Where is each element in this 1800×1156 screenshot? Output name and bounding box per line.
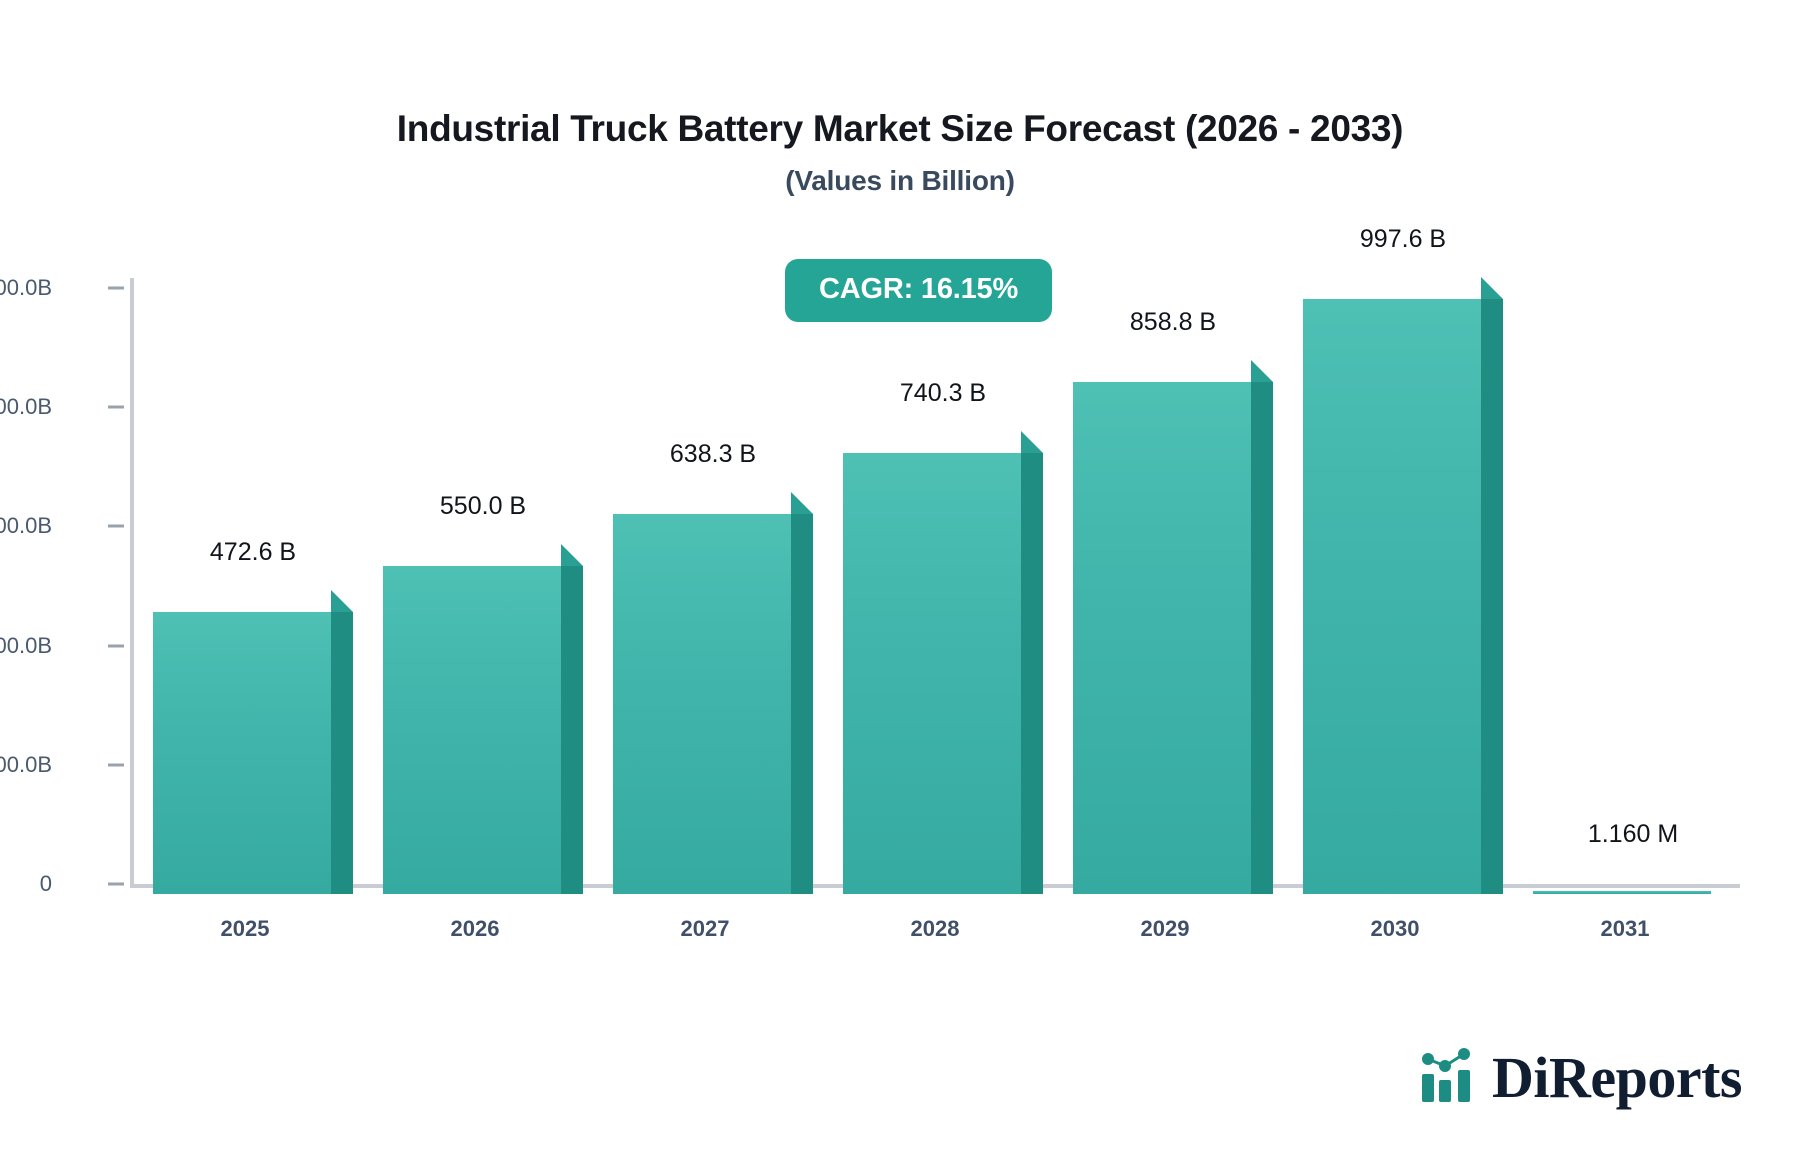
bar-side-face: [1021, 452, 1043, 894]
y-axis-tick-label: 800.0B: [0, 394, 52, 420]
logo-text: DiReports: [1491, 1044, 1743, 1110]
bar-front-face: [613, 513, 791, 894]
bar-value-label: 550.0 B: [439, 492, 527, 521]
bar-front-face: [843, 452, 1021, 894]
bar-value-label: 740.3 B: [899, 378, 987, 407]
x-axis-tick-label: 2025: [220, 916, 270, 941]
direports-logo: DiReports: [1420, 1044, 1743, 1110]
bar-top-face: [791, 491, 813, 514]
bar-value-label: 858.8 B: [1129, 308, 1217, 337]
y-axis-tick-mark: [108, 524, 124, 528]
bar-top-face: [1481, 277, 1503, 300]
bar-front-face: [1073, 382, 1251, 894]
x-axis-tick-label: 2027: [680, 916, 730, 941]
chart-subtitle: (Values in Billion): [785, 165, 1015, 197]
bar-2029[interactable]: [1073, 360, 1273, 894]
bar-top-face: [1251, 360, 1273, 383]
y-axis-tick-label: 0: [39, 871, 52, 896]
x-axis-tick-label: 2030: [1370, 916, 1420, 941]
bar-2025[interactable]: [153, 590, 353, 894]
bar-top-face: [561, 544, 583, 567]
bar-front-face: [1303, 299, 1481, 894]
bar-side-face: [561, 566, 583, 894]
bar-2027[interactable]: [613, 491, 813, 894]
bar-value-label: 997.6 B: [1359, 225, 1447, 254]
y-axis-tick-mark: [108, 286, 124, 290]
x-axis-tick-label: 2028: [910, 916, 960, 941]
bar-2030[interactable]: [1303, 277, 1503, 894]
y-axis-tick-label: 200.0B: [0, 751, 52, 777]
y-axis-tick-label: 400.0B: [0, 632, 52, 658]
bar-side-face: [331, 612, 353, 894]
bar-side-face: [1251, 382, 1273, 894]
y-axis-tick-mark: [108, 644, 124, 648]
page-title: Industrial Truck Battery Market Size For…: [396, 108, 1404, 149]
y-axis-line: [130, 278, 134, 886]
x-axis-tick-label: 2026: [450, 916, 500, 941]
bar-front-face: [1533, 891, 1711, 894]
y-axis-tick-mark: [108, 405, 124, 409]
x-axis-tick-label: 2031: [1600, 916, 1650, 941]
bar-top-face: [331, 590, 353, 613]
bar-value-label: 472.6 B: [209, 538, 297, 567]
bar-2026[interactable]: [383, 544, 583, 894]
bar-side-face: [791, 513, 813, 894]
bar-front-face: [153, 612, 331, 894]
y-axis-tick-label: 1000.0B: [0, 275, 52, 300]
bar-value-label: 1.160 M: [1587, 819, 1679, 848]
bar-chart-logo-icon: [1420, 1046, 1482, 1109]
bar-2028[interactable]: [843, 430, 1043, 894]
title-block: Industrial Truck Battery Market Size For…: [0, 108, 1800, 197]
y-axis-tick-mark: [108, 763, 124, 767]
cagr-badge: CAGR: 16.15%: [785, 259, 1053, 322]
bar-top-face: [1021, 430, 1043, 453]
plot-area: 1000.0B 800.0B 600.0B 400.0B 200.0B 0 472.6 B…: [0, 225, 1740, 941]
x-axis-tick-label: 2029: [1140, 916, 1190, 941]
bar-2031[interactable]: [1533, 872, 1711, 894]
bar-value-label: 638.3 B: [669, 439, 757, 468]
y-axis-tick-mark: [108, 882, 124, 886]
bar-front-face: [383, 566, 561, 894]
bar-side-face: [1481, 299, 1503, 894]
y-axis-tick-label: 600.0B: [0, 513, 52, 539]
